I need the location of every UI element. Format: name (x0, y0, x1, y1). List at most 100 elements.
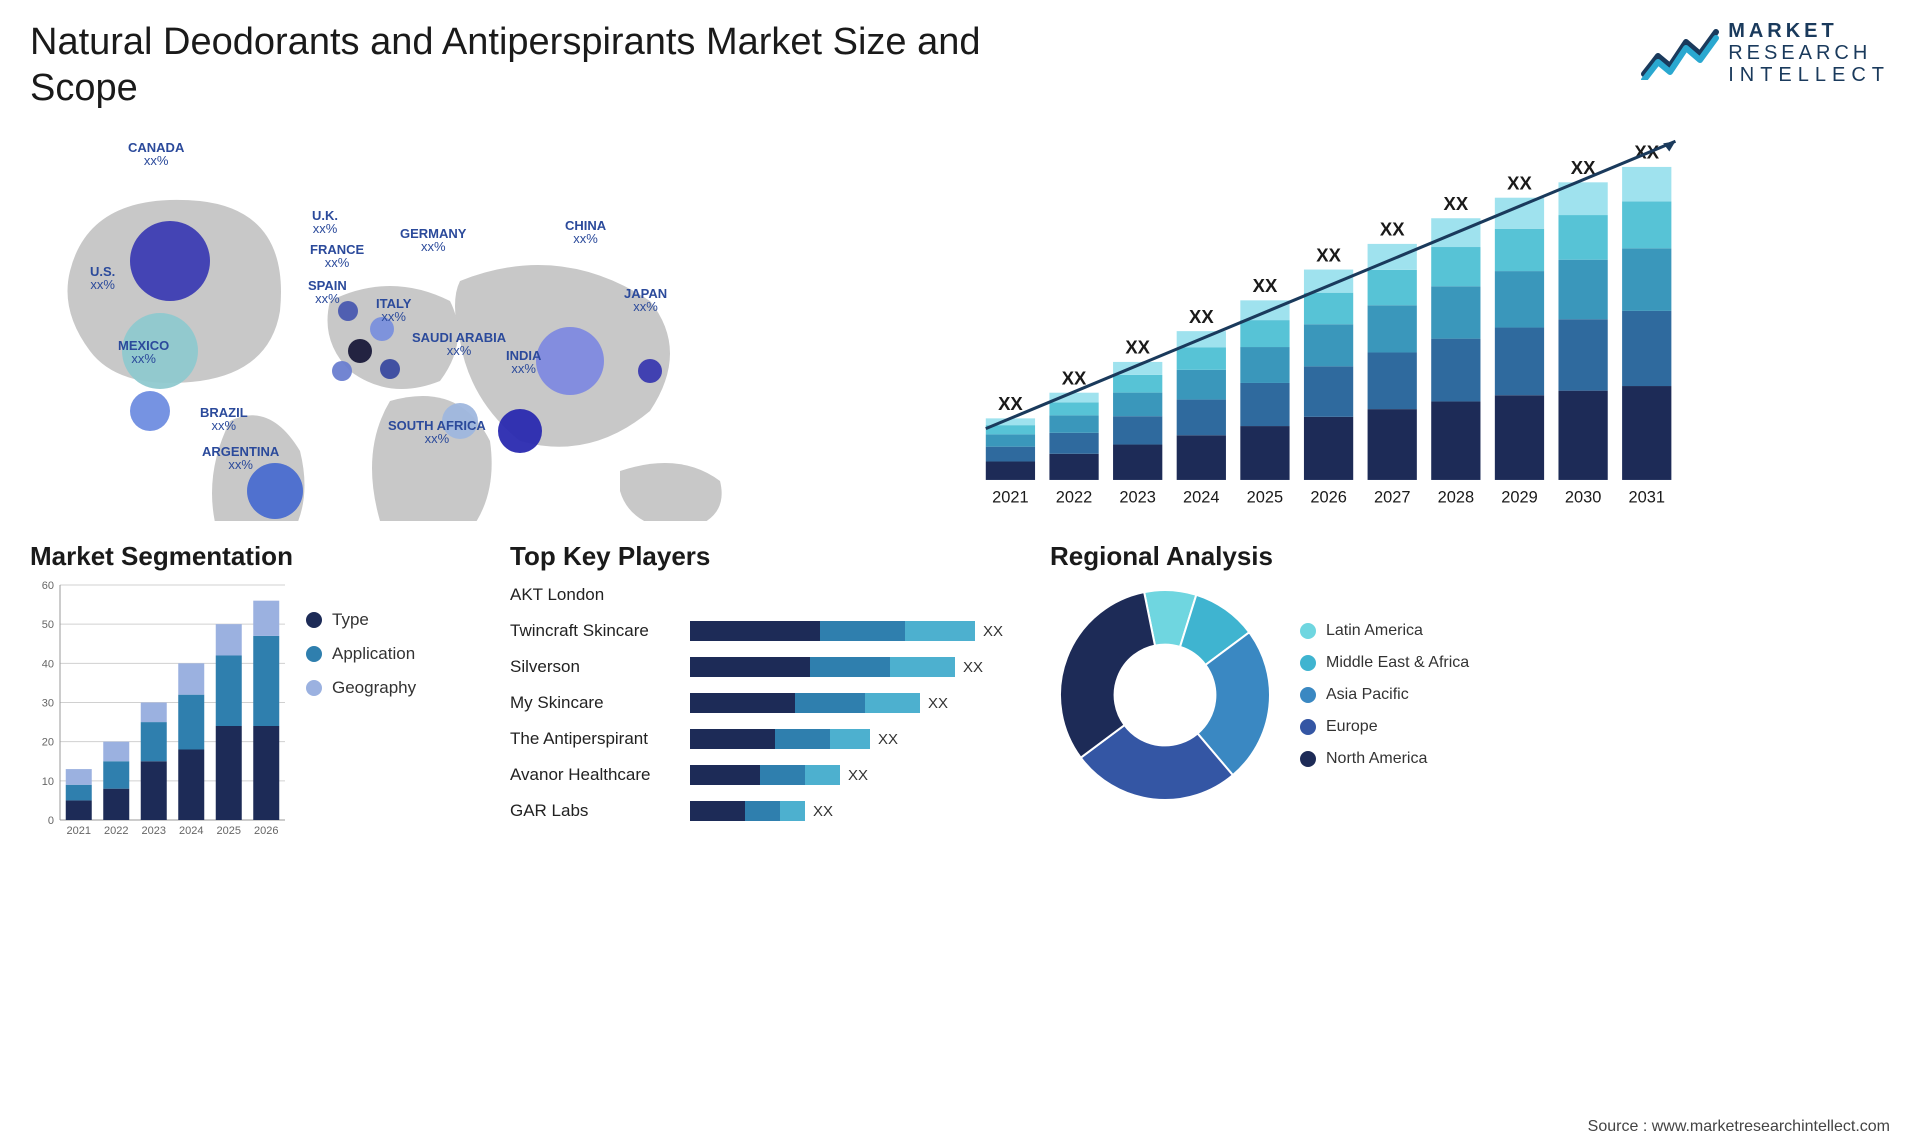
regional-legend: Latin America Middle East & Africa Asia Pa… (1300, 622, 1469, 768)
legend-swatch (306, 646, 322, 662)
player-row: Avanor HealthcareXX (510, 760, 1030, 790)
map-label: MEXICOxx% (118, 339, 169, 365)
player-row: GAR LabsXX (510, 796, 1030, 826)
player-bar-segment (760, 765, 805, 785)
segmentation-legend: Type Application Geography (306, 610, 416, 840)
svg-text:50: 50 (42, 619, 54, 631)
svg-text:XX: XX (1253, 275, 1278, 296)
player-bar-segment (820, 621, 905, 641)
player-name: Silverson (510, 657, 680, 677)
regional-panel: Regional Analysis Latin AmericaMiddle Ea… (1050, 541, 1890, 861)
legend-item: Type (306, 610, 416, 630)
player-value: XX (928, 695, 948, 712)
regional-donut-chart (1050, 580, 1280, 810)
svg-text:0: 0 (48, 815, 54, 827)
player-bar-segment (810, 657, 890, 677)
svg-text:2025: 2025 (1247, 489, 1284, 507)
svg-text:2026: 2026 (1310, 489, 1346, 507)
svg-text:20: 20 (42, 737, 54, 749)
svg-text:2026: 2026 (254, 825, 278, 837)
growth-bar-chart: XX 2021 XX 2022 XX 2023 XX 2024 XX 2025 XX 2026 XX 20… (810, 131, 1880, 521)
svg-text:2029: 2029 (1501, 489, 1538, 507)
map-label: ARGENTINAxx% (202, 445, 279, 471)
svg-text:2022: 2022 (1056, 489, 1093, 507)
svg-text:2021: 2021 (992, 489, 1029, 507)
svg-text:XX: XX (1189, 306, 1214, 327)
player-bar-segment (795, 693, 865, 713)
growth-chart-panel: XX 2021 XX 2022 XX 2023 XX 2024 XX 2025 XX 2026 XX 20… (800, 121, 1890, 521)
legend-item: Latin America (1300, 622, 1469, 640)
map-label: GERMANYxx% (400, 227, 466, 253)
player-bar (690, 801, 805, 821)
legend-swatch (1300, 719, 1316, 735)
legend-swatch (306, 612, 322, 628)
logo-text-1: MARKET (1728, 20, 1890, 42)
svg-text:60: 60 (42, 580, 54, 592)
svg-text:2028: 2028 (1438, 489, 1475, 507)
legend-label: Asia Pacific (1326, 686, 1409, 704)
logo-text-3: INTELLECT (1728, 64, 1890, 86)
player-value: XX (983, 623, 1003, 640)
svg-text:XX: XX (1380, 219, 1405, 240)
player-bar-segment (690, 621, 820, 641)
legend-label: Middle East & Africa (1326, 654, 1469, 672)
player-bar-segment (690, 693, 795, 713)
legend-swatch (1300, 687, 1316, 703)
legend-item: Application (306, 644, 416, 664)
legend-item: North America (1300, 750, 1469, 768)
player-value: XX (878, 731, 898, 748)
map-label: FRANCExx% (310, 243, 364, 269)
player-row: My Skincare XX (510, 688, 1030, 718)
svg-text:10: 10 (42, 776, 54, 788)
segmentation-panel: Market Segmentation 0 10 20 30 40 50 60 2021 202… (30, 541, 490, 861)
map-label: BRAZILxx% (200, 406, 248, 432)
svg-text:30: 30 (42, 698, 54, 710)
player-value: XX (813, 803, 833, 820)
player-bar-segment (690, 657, 810, 677)
svg-text:XX: XX (998, 393, 1023, 414)
player-bar (690, 621, 975, 641)
svg-text:2023: 2023 (1119, 489, 1156, 507)
svg-text:2024: 2024 (1183, 489, 1220, 507)
svg-text:XX: XX (1125, 337, 1150, 358)
player-bar-segment (780, 801, 805, 821)
logo-mark-icon (1640, 26, 1720, 80)
player-bar-wrap: XX (690, 729, 1030, 749)
svg-text:XX: XX (1316, 245, 1341, 266)
player-bar (690, 657, 955, 677)
player-row: The AntiperspirantXX (510, 724, 1030, 754)
player-bar (690, 729, 870, 749)
player-bar-wrap: XX (690, 765, 1030, 785)
player-name: Twincraft Skincare (510, 621, 680, 641)
logo-text-2: RESEARCH (1728, 42, 1890, 64)
players-list: AKT LondonTwincraft SkincareXXSilversonX… (510, 580, 1030, 826)
map-label: U.S.xx% (90, 265, 115, 291)
map-label: INDIAxx% (506, 349, 541, 375)
player-bar-segment (805, 765, 840, 785)
player-name: My Skincare (510, 693, 680, 713)
legend-swatch (1300, 751, 1316, 767)
svg-text:XX: XX (1507, 173, 1532, 194)
player-bar (690, 693, 920, 713)
player-row: Twincraft Skincare XX (510, 616, 1030, 646)
svg-text:2022: 2022 (104, 825, 128, 837)
segmentation-title: Market Segmentation (30, 541, 490, 572)
legend-label: North America (1326, 750, 1427, 768)
segmentation-bar-chart: 0102030405060202120222023202420252026 (30, 580, 290, 840)
legend-swatch (1300, 655, 1316, 671)
page-title: Natural Deodorants and Antiperspirants M… (30, 20, 1030, 111)
legend-item: Asia Pacific (1300, 686, 1469, 704)
player-bar-segment (905, 621, 975, 641)
svg-text:2021: 2021 (67, 825, 91, 837)
brand-logo: MARKET RESEARCH INTELLECT (1640, 20, 1890, 86)
world-map-panel: CANADAxx% U.S.xx% MEXICOxx% BRAZILxx% ARGENT… (30, 121, 770, 521)
player-bar-wrap: XX (690, 657, 1030, 677)
legend-item: Middle East & Africa (1300, 654, 1469, 672)
legend-label: Geography (332, 678, 416, 698)
svg-text:40: 40 (42, 659, 54, 671)
svg-text:2031: 2031 (1628, 489, 1665, 507)
player-value: XX (963, 659, 983, 676)
map-label: CANADAxx% (128, 141, 184, 167)
player-bar-segment (690, 765, 760, 785)
legend-item: Europe (1300, 718, 1469, 736)
